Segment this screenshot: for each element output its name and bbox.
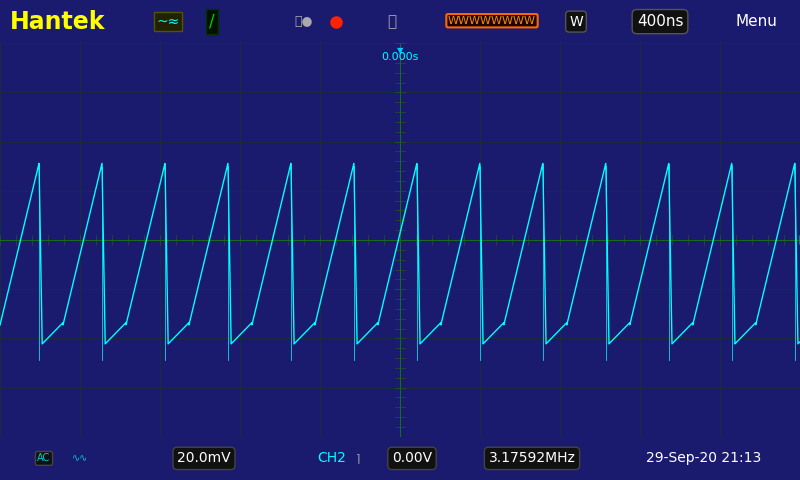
Text: CH2: CH2: [318, 451, 346, 466]
Text: 20.0mV: 20.0mV: [177, 451, 231, 466]
Text: W: W: [569, 14, 583, 29]
Text: 3.17592MHz: 3.17592MHz: [489, 451, 575, 466]
Text: Menu: Menu: [736, 14, 778, 29]
Text: /: /: [209, 12, 215, 31]
Text: WWWWWWWW: WWWWWWWW: [448, 16, 536, 26]
Text: ⎉: ⎉: [387, 14, 397, 29]
Text: ▼: ▼: [397, 47, 403, 56]
Text: 29-Sep-20 21:13: 29-Sep-20 21:13: [646, 451, 762, 466]
Text: ⎋●: ⎋●: [295, 15, 313, 28]
Text: ∿∿: ∿∿: [72, 454, 88, 463]
Text: Hantek: Hantek: [10, 10, 105, 34]
Text: 400ns: 400ns: [637, 14, 683, 29]
Text: 0.00V: 0.00V: [392, 451, 432, 466]
Text: ~≈: ~≈: [156, 14, 180, 29]
Text: ⌉: ⌉: [356, 454, 360, 463]
Text: AC: AC: [38, 454, 50, 463]
Text: 0.000s: 0.000s: [382, 52, 418, 62]
